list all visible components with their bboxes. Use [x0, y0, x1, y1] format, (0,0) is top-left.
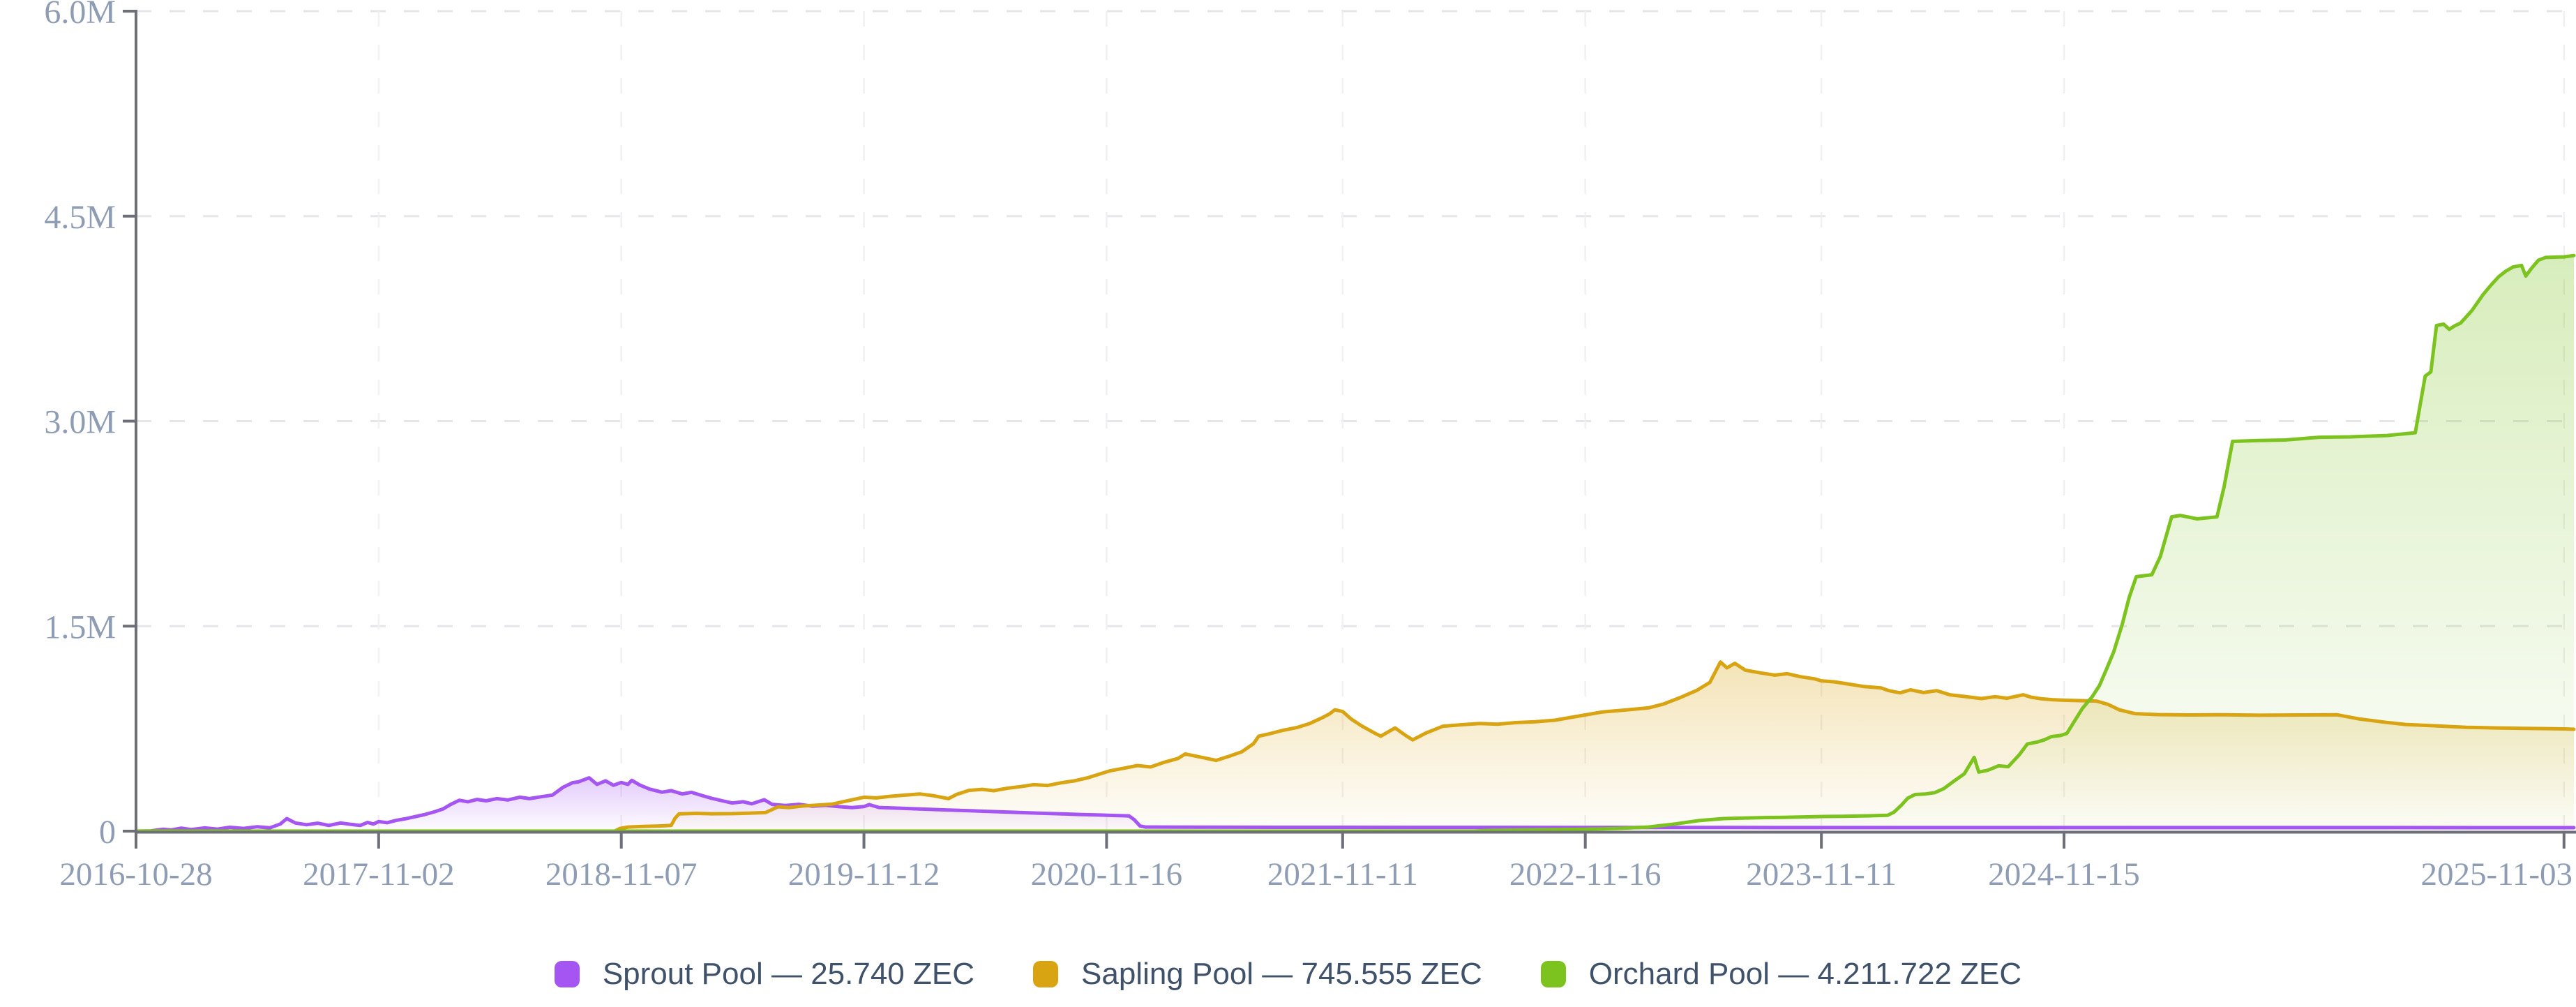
x-axis-label-2020-11-16: 2020-11-16 [1031, 856, 1183, 893]
legend-item-orchard-pool[interactable]: Orchard Pool — 4.211.722 ZEC [1540, 957, 2022, 991]
orchard-swatch-icon [1540, 961, 1566, 987]
x-axis-label-2023-11-11: 2023-11-11 [1746, 856, 1897, 893]
axis-labels: 0 1.5M 3.0M 4.5M 6.0M 2016-10-28 2017-11-02 201… [44, 0, 2573, 893]
legend-label-orchard: Orchard Pool — 4.211.722 ZEC [1588, 957, 2022, 991]
orchard-pool-line [134, 253, 2576, 833]
y-axis-label-3.0M: 3.0M [44, 404, 116, 441]
x-axis-label-2025-11-03: 2025-11-03 [2420, 856, 2573, 893]
legend-item-sapling-pool[interactable]: Sapling Pool — 745.555 ZEC [1033, 959, 1482, 990]
x-axis-label-2024-11-15: 2024-11-15 [1988, 856, 2140, 893]
y-axis-label-1.5M: 1.5M [44, 609, 116, 646]
legend-label-sprout: Sprout Pool — 25.740 ZEC [602, 957, 974, 991]
x-axis-label-2017-11-02: 2017-11-02 [303, 856, 455, 893]
legend-item-sprout-pool[interactable]: Sprout Pool — 25.740 ZEC [554, 957, 974, 991]
x-axis-label-2019-11-12: 2019-11-12 [788, 856, 940, 893]
sapling-swatch-icon [1033, 961, 1058, 987]
legend: Sprout Pool — 25.740 ZEC Sapling Pool — … [0, 959, 2576, 990]
x-axis-label-2021-11-11: 2021-11-11 [1267, 856, 1418, 893]
orchard-pool-area [136, 255, 2574, 831]
x-axis-label-2018-11-07: 2018-11-07 [545, 856, 698, 893]
y-axis-label-6.0M: 6.0M [44, 0, 116, 31]
y-axis-label-0: 0 [99, 814, 116, 851]
x-axis-label-2022-11-16: 2022-11-16 [1509, 856, 1662, 893]
y-axis-label-4.5M: 4.5M [44, 199, 116, 236]
sprout-pool-line [134, 776, 2576, 833]
sprout-swatch-icon [554, 961, 580, 987]
x-axis-label-2016-10-28: 2016-10-28 [59, 856, 212, 893]
axes [123, 10, 2576, 849]
sapling-pool-line [612, 660, 2576, 833]
legend-label-sapling: Sapling Pool — 745.555 ZEC [1081, 957, 1482, 991]
